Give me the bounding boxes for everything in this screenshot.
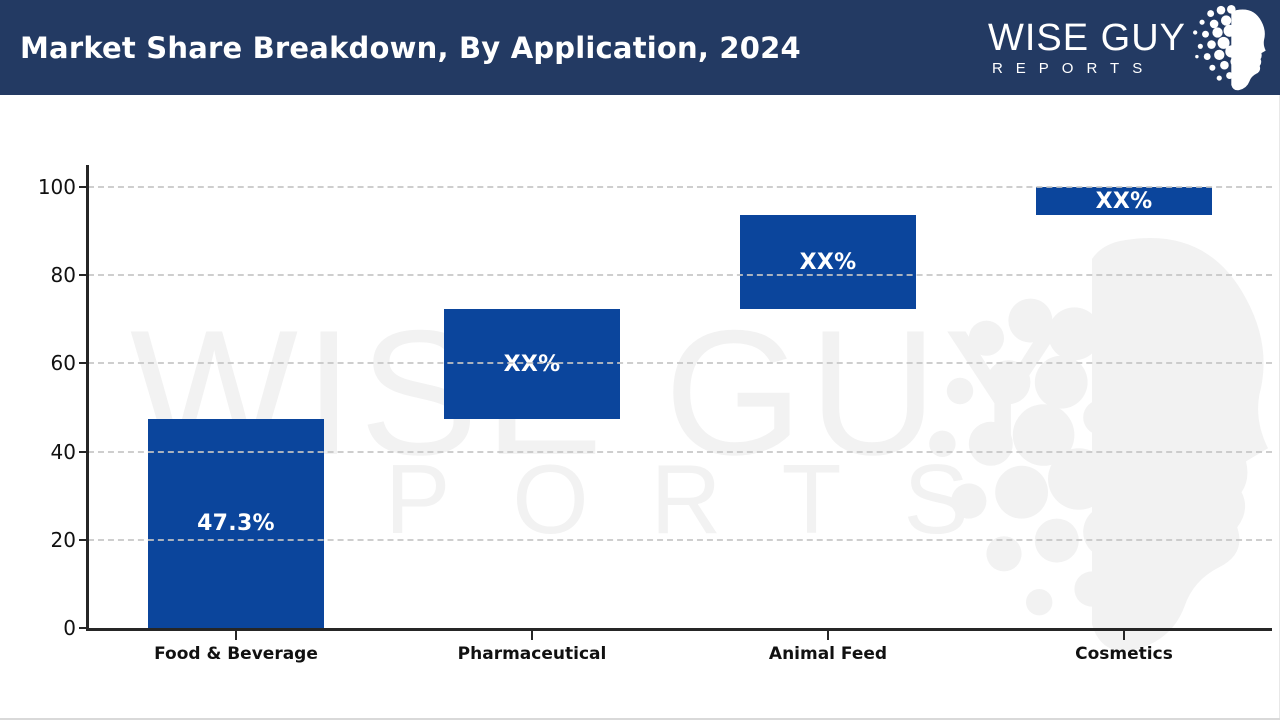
gridline-40 <box>88 450 1272 453</box>
bar-cosmetics: XX% <box>1036 187 1212 216</box>
gridline-80 <box>88 274 1272 277</box>
y-tick-label-20: 20 <box>50 527 76 552</box>
x-tick-food-beverage <box>235 631 237 640</box>
gridline-100 <box>88 186 1272 188</box>
watermark-text-line2: PORTS <box>385 444 1031 554</box>
gridline-60 <box>88 362 1272 365</box>
x-axis-line <box>86 628 1272 631</box>
logo-subtitle: REPORTS <box>991 60 1156 77</box>
header-bar: Market Share Breakdown, By Application, … <box>0 0 1280 95</box>
bar-value-label: XX% <box>799 249 857 275</box>
bar-animal-feed: XX% <box>740 215 916 310</box>
waterfall-chart: WISE GUY PORTS 47.3% XX% XX% XX% 0 20 40 60 80 1… <box>0 95 1280 720</box>
y-tick-label-40: 40 <box>50 439 76 464</box>
x-axis-label-cosmetics: Cosmetics <box>1075 644 1173 664</box>
bar-food-beverage: 47.3% <box>148 419 324 628</box>
y-tick-100 <box>79 186 88 188</box>
bar-value-label: XX% <box>1095 188 1153 214</box>
logo-text: WISE GUY REPORTS <box>988 19 1186 76</box>
x-tick-pharmaceutical <box>531 631 533 640</box>
y-tick-label-0: 0 <box>63 616 76 640</box>
x-axis-label-pharmaceutical: Pharmaceutical <box>457 644 607 664</box>
page-title: Market Share Breakdown, By Application, … <box>20 30 801 65</box>
x-axis-label-animal-feed: Animal Feed <box>768 644 888 664</box>
wise-guy-reports-logo: WISE GUY REPORTS <box>988 4 1280 91</box>
y-tick-80 <box>79 274 88 277</box>
y-tick-label-60: 60 <box>50 351 76 376</box>
y-tick-20 <box>79 538 88 541</box>
y-tick-40 <box>79 450 88 453</box>
x-tick-cosmetics <box>1123 631 1125 640</box>
x-axis-label-food-beverage: Food & Beverage <box>154 644 318 664</box>
y-tick-0 <box>79 627 88 629</box>
y-tick-60 <box>79 362 88 365</box>
x-tick-animal-feed <box>827 631 829 640</box>
bar-value-label: 47.3% <box>197 511 275 537</box>
y-tick-label-100: 100 <box>37 175 76 199</box>
y-tick-label-80: 80 <box>50 263 76 288</box>
dotted-head-profile-icon <box>1193 4 1266 90</box>
watermark-head-icon <box>929 238 1268 652</box>
gridline-20 <box>88 538 1272 541</box>
y-axis-line <box>86 165 89 631</box>
logo-name: WISE GUY <box>987 17 1186 59</box>
